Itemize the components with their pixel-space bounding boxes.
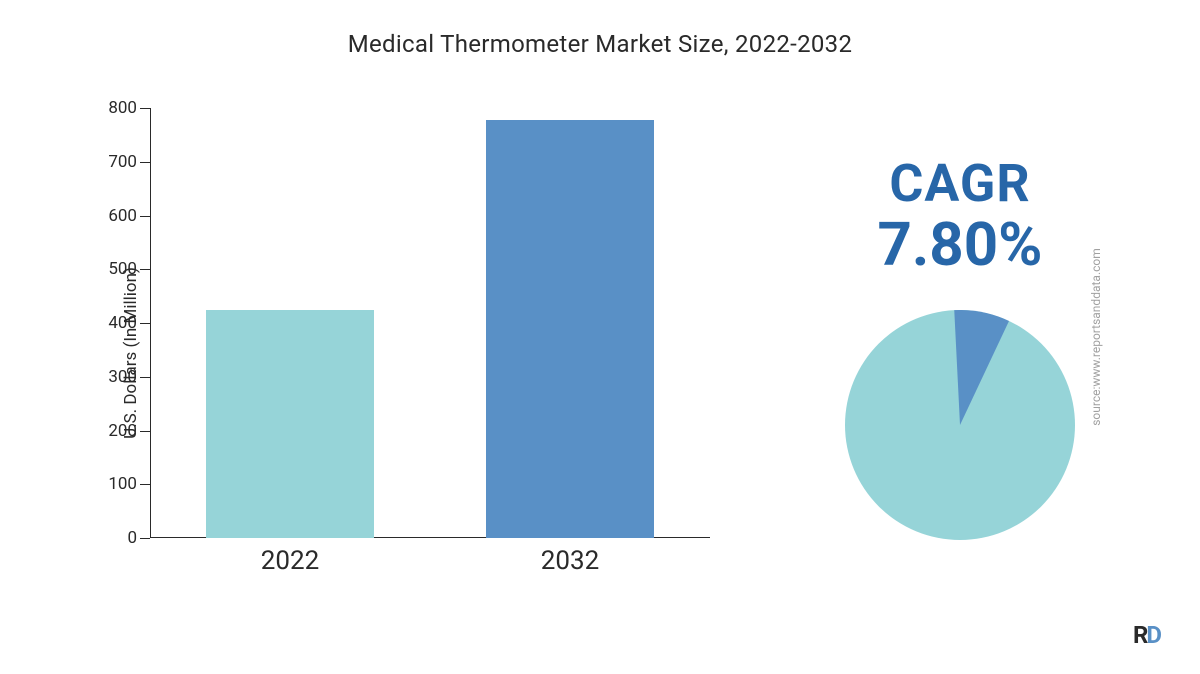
y-tick — [140, 484, 150, 485]
x-tick-label: 2022 — [261, 546, 319, 576]
y-tick — [140, 269, 150, 270]
y-tick-label: 100 — [87, 474, 137, 494]
y-axis-label: U.S. Dollars (In Million) — [121, 267, 141, 439]
y-tick-label: 400 — [87, 313, 137, 333]
y-tick — [140, 162, 150, 163]
logo-d: D — [1146, 621, 1160, 649]
bar-chart: U.S. Dollars (In Million) 0 100 200 300 400 5… — [60, 98, 700, 608]
y-tick — [140, 216, 150, 217]
y-tick — [140, 538, 150, 539]
plot-area: 0100200300400500600700800 — [150, 108, 710, 538]
y-tick — [140, 377, 150, 378]
source-attribution: source:www.reportsanddata.com — [1089, 248, 1103, 426]
chart-container: Medical Thermometer Market Size, 2022-20… — [0, 0, 1200, 674]
bar — [206, 310, 374, 538]
chart-title: Medical Thermometer Market Size, 2022-20… — [60, 30, 1140, 58]
logo-r: R — [1133, 621, 1146, 649]
y-tick — [140, 323, 150, 324]
y-tick-label: 0 — [87, 528, 137, 548]
x-tick-label: 2032 — [541, 546, 599, 576]
y-tick-label: 200 — [87, 421, 137, 441]
y-tick — [140, 108, 150, 109]
bar — [486, 120, 654, 538]
y-tick-label: 300 — [87, 367, 137, 387]
y-tick-label: 700 — [87, 152, 137, 172]
content-row: U.S. Dollars (In Million) 01002003004005… — [60, 98, 1140, 608]
cagr-label: CAGR — [889, 153, 1030, 214]
logo: RD — [1133, 621, 1160, 649]
y-axis-line — [150, 108, 151, 538]
y-tick — [140, 431, 150, 432]
cagr-value: 7.80% — [877, 209, 1042, 280]
y-tick-label: 800 — [87, 98, 137, 118]
y-tick-label: 600 — [87, 206, 137, 226]
pie-chart — [845, 310, 1075, 540]
y-tick-label: 500 — [87, 259, 137, 279]
